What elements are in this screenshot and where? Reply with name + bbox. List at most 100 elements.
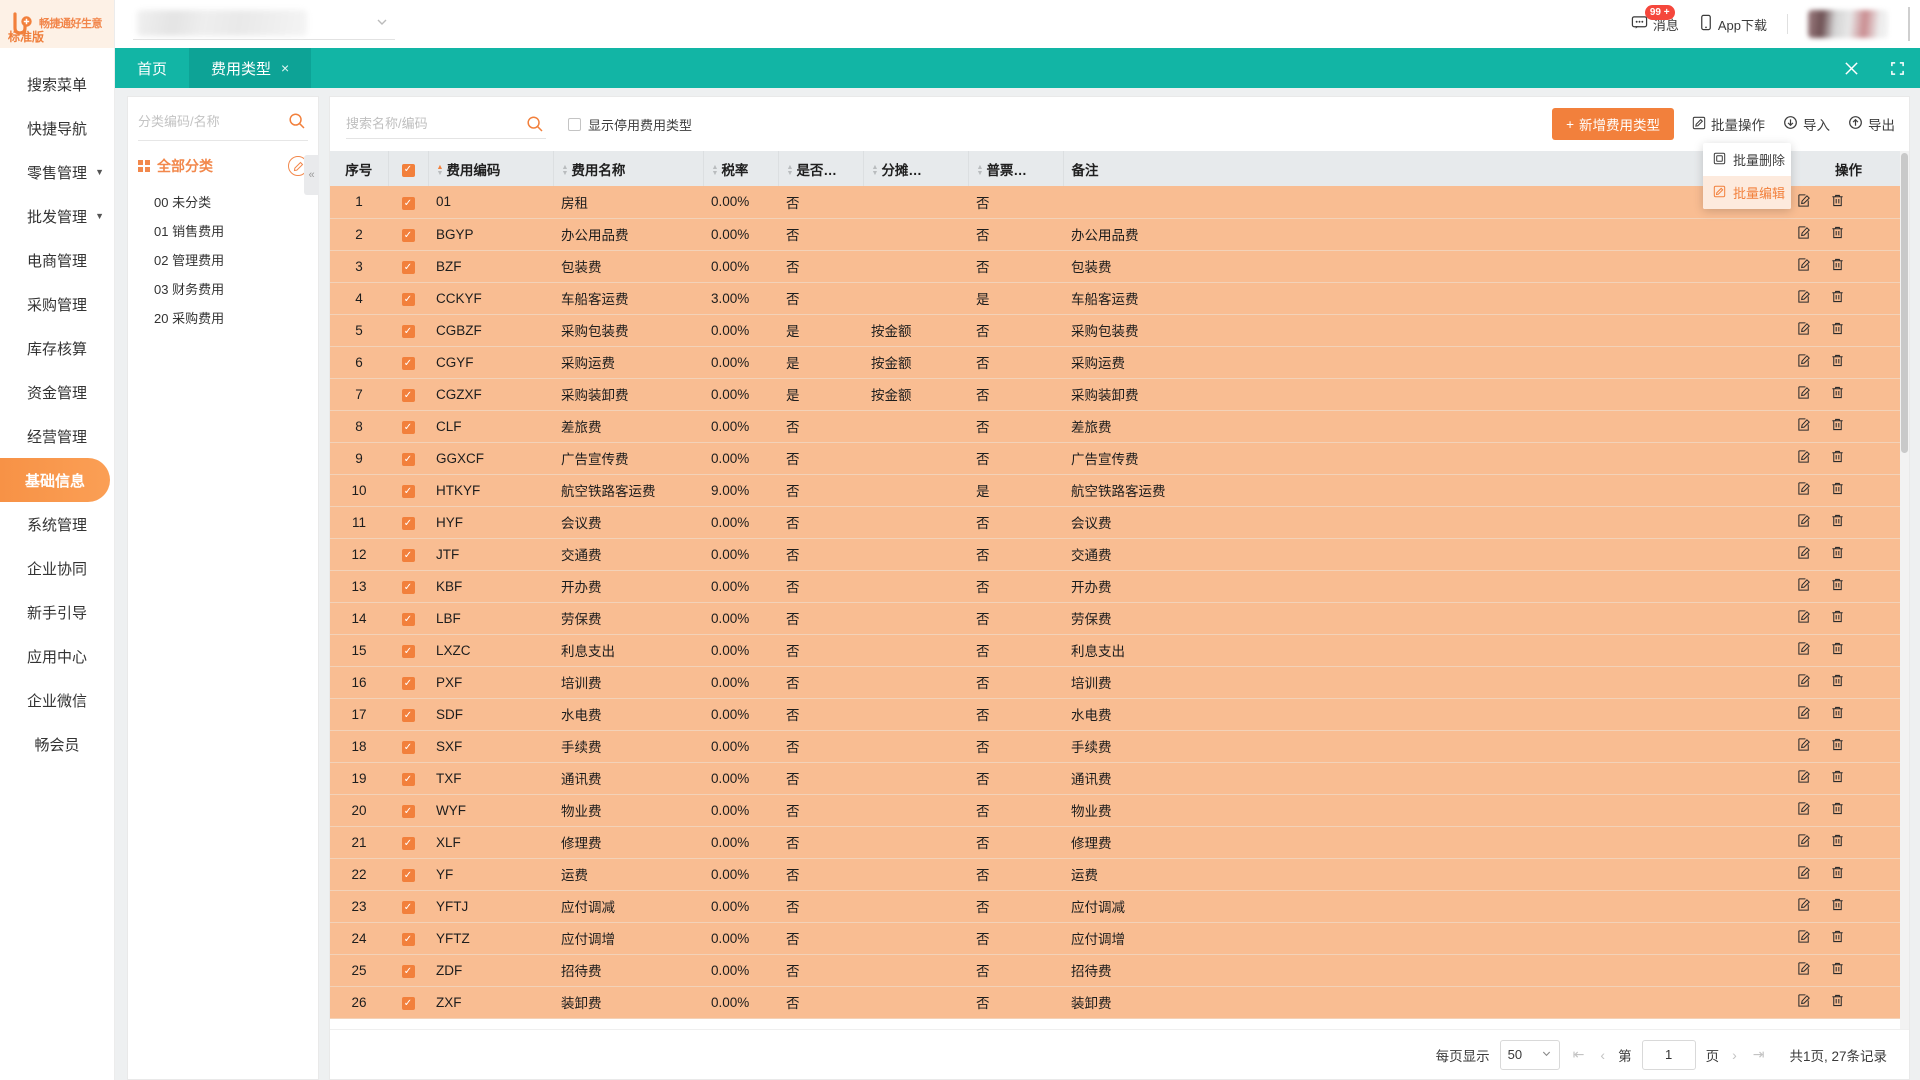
sidebar-item-0[interactable]: 搜索菜单 — [0, 62, 114, 106]
company-selector[interactable] — [133, 6, 395, 40]
tree-node-0[interactable]: 00 未分类 — [154, 195, 212, 210]
trash-icon[interactable] — [1830, 801, 1845, 819]
edit-icon[interactable] — [1797, 737, 1812, 755]
edit-icon[interactable] — [1797, 417, 1812, 435]
next-page-icon[interactable]: › — [1732, 1046, 1737, 1063]
edit-icon[interactable] — [1797, 353, 1812, 371]
edit-icon[interactable] — [1797, 609, 1812, 627]
edit-icon[interactable] — [1797, 481, 1812, 499]
table-row[interactable]: 19 ✓ TXF 通讯费 0.00% 否否通讯费 — [330, 762, 1909, 795]
row-checkbox[interactable]: ✓ — [388, 186, 428, 219]
table-row[interactable]: 4 ✓ CCKYF 车船客运费 3.00% 否是车船客运费 — [330, 282, 1909, 315]
app-download-button[interactable]: App下载 — [1699, 14, 1767, 34]
table-row[interactable]: 16 ✓ PXF 培训费 0.00% 否否培训费 — [330, 666, 1909, 699]
trash-icon[interactable] — [1830, 385, 1845, 403]
trash-icon[interactable] — [1830, 353, 1845, 371]
sort-icon[interactable]: ▲ ▼ — [786, 163, 794, 177]
sidebar-item-8[interactable]: 经营管理 — [0, 414, 114, 458]
trash-icon[interactable] — [1830, 289, 1845, 307]
table-row[interactable]: 3 ✓ BZF 包装费 0.00% 否否包装费 — [330, 250, 1909, 283]
first-page-icon[interactable]: ⇤ — [1572, 1046, 1585, 1062]
edit-icon[interactable] — [1797, 289, 1812, 307]
table-row[interactable]: 22 ✓ YF 运费 0.00% 否否运费 — [330, 858, 1909, 891]
edit-icon[interactable] — [1797, 513, 1812, 531]
sidebar-item-11[interactable]: 企业协同 — [0, 546, 114, 590]
row-checkbox[interactable]: ✓ — [388, 570, 428, 603]
edit-icon[interactable] — [1797, 545, 1812, 563]
add-expense-type-button[interactable]: + 新增费用类型 — [1552, 108, 1674, 140]
sidebar-item-14[interactable]: 企业微信 — [0, 678, 114, 722]
trash-icon[interactable] — [1830, 641, 1845, 659]
sidebar-item-7[interactable]: 资金管理 — [0, 370, 114, 414]
table-row[interactable]: 14 ✓ LBF 劳保费 0.00% 否否劳保费 — [330, 602, 1909, 635]
table-row[interactable]: 11 ✓ HYF 会议费 0.00% 否否会议费 — [330, 506, 1909, 539]
column-header-invoice[interactable]: ▲ ▼ 普票… — [968, 151, 1064, 186]
trash-icon[interactable] — [1830, 897, 1845, 915]
trash-icon[interactable] — [1830, 929, 1845, 947]
row-checkbox[interactable]: ✓ — [388, 442, 428, 475]
edit-icon[interactable] — [1797, 769, 1812, 787]
row-checkbox[interactable]: ✓ — [388, 506, 428, 539]
trash-icon[interactable] — [1830, 961, 1845, 979]
edit-icon[interactable] — [1797, 897, 1812, 915]
edit-icon[interactable] — [1797, 961, 1812, 979]
scrollbar-thumb[interactable] — [1901, 153, 1908, 453]
trash-icon[interactable] — [1830, 577, 1845, 595]
fullscreen-icon[interactable] — [1874, 48, 1920, 88]
table-row[interactable]: 20 ✓ WYF 物业费 0.00% 否否物业费 — [330, 794, 1909, 827]
column-header-share[interactable]: ▲ ▼ 分摊… — [863, 151, 969, 186]
export-button[interactable]: 导出 — [1848, 114, 1895, 134]
expense-search[interactable] — [346, 109, 546, 139]
trash-icon[interactable] — [1830, 513, 1845, 531]
sidebar-item-4[interactable]: 电商管理 — [0, 238, 114, 282]
table-row[interactable]: 21 ✓ XLF 修理费 0.00% 否否修理费 — [330, 826, 1909, 859]
edit-icon[interactable] — [1797, 641, 1812, 659]
table-row[interactable]: 9 ✓ GGXCF 广告宣传费 0.00% 否否广告宣传费 — [330, 442, 1909, 475]
edit-icon[interactable] — [1797, 833, 1812, 851]
edit-icon[interactable] — [1797, 993, 1812, 1011]
trash-icon[interactable] — [1830, 225, 1845, 243]
edit-icon[interactable] — [1797, 225, 1812, 243]
category-search-input[interactable] — [138, 114, 278, 129]
table-row[interactable]: 12 ✓ JTF 交通费 0.00% 否否交通费 — [330, 538, 1909, 571]
edit-icon[interactable] — [1797, 193, 1812, 211]
row-checkbox[interactable]: ✓ — [388, 250, 428, 283]
sidebar-item-1[interactable]: 快捷导航 — [0, 106, 114, 150]
row-checkbox[interactable]: ✓ — [388, 538, 428, 571]
trash-icon[interactable] — [1830, 545, 1845, 563]
row-checkbox[interactable]: ✓ — [388, 730, 428, 763]
table-row[interactable]: 24 ✓ YFTZ 应付调增 0.00% 否否应付调增 — [330, 922, 1909, 955]
close-all-tabs-button[interactable] — [1828, 48, 1874, 88]
trash-icon[interactable] — [1830, 193, 1845, 211]
page-number-input[interactable] — [1641, 1039, 1696, 1070]
edit-icon[interactable] — [1797, 705, 1812, 723]
trash-icon[interactable] — [1830, 417, 1845, 435]
edit-icon[interactable] — [1797, 257, 1812, 275]
row-checkbox[interactable]: ✓ — [388, 794, 428, 827]
row-checkbox[interactable]: ✓ — [388, 282, 428, 315]
vertical-scrollbar[interactable] — [1900, 151, 1909, 1029]
sort-icon[interactable]: ▲ ▼ — [871, 163, 879, 177]
row-checkbox[interactable]: ✓ — [388, 378, 428, 411]
expense-search-input[interactable] — [346, 116, 506, 131]
edit-icon[interactable] — [1797, 321, 1812, 339]
sidebar-item-12[interactable]: 新手引导 — [0, 590, 114, 634]
row-checkbox[interactable]: ✓ — [388, 634, 428, 667]
sidebar-item-15[interactable]: 畅会员 — [0, 722, 114, 766]
table-row[interactable]: 10 ✓ HTKYF 航空铁路客运费 9.00% 否是航空铁路客运费 — [330, 474, 1909, 507]
tree-node-2[interactable]: 02 管理费用 — [154, 253, 225, 268]
row-checkbox[interactable]: ✓ — [388, 218, 428, 251]
row-checkbox[interactable]: ✓ — [388, 314, 428, 347]
row-checkbox[interactable]: ✓ — [388, 890, 428, 923]
sidebar-item-3[interactable]: 批发管理 ▼ — [0, 194, 114, 238]
trash-icon[interactable] — [1830, 481, 1845, 499]
tree-node-1[interactable]: 01 销售费用 — [154, 224, 225, 239]
trash-icon[interactable] — [1830, 833, 1845, 851]
tab-1[interactable]: 费用类型 × — [189, 48, 312, 88]
table-row[interactable]: 6 ✓ CGYF 采购运费 0.00% 是按金额否采购运费 — [330, 346, 1909, 379]
sidebar-item-10[interactable]: 系统管理 — [0, 502, 114, 546]
search-icon[interactable] — [526, 115, 544, 138]
edit-icon[interactable] — [1797, 577, 1812, 595]
sidebar-item-9[interactable]: 基础信息 — [0, 458, 110, 502]
table-row[interactable]: 23 ✓ YFTJ 应付调减 0.00% 否否应付调减 — [330, 890, 1909, 923]
